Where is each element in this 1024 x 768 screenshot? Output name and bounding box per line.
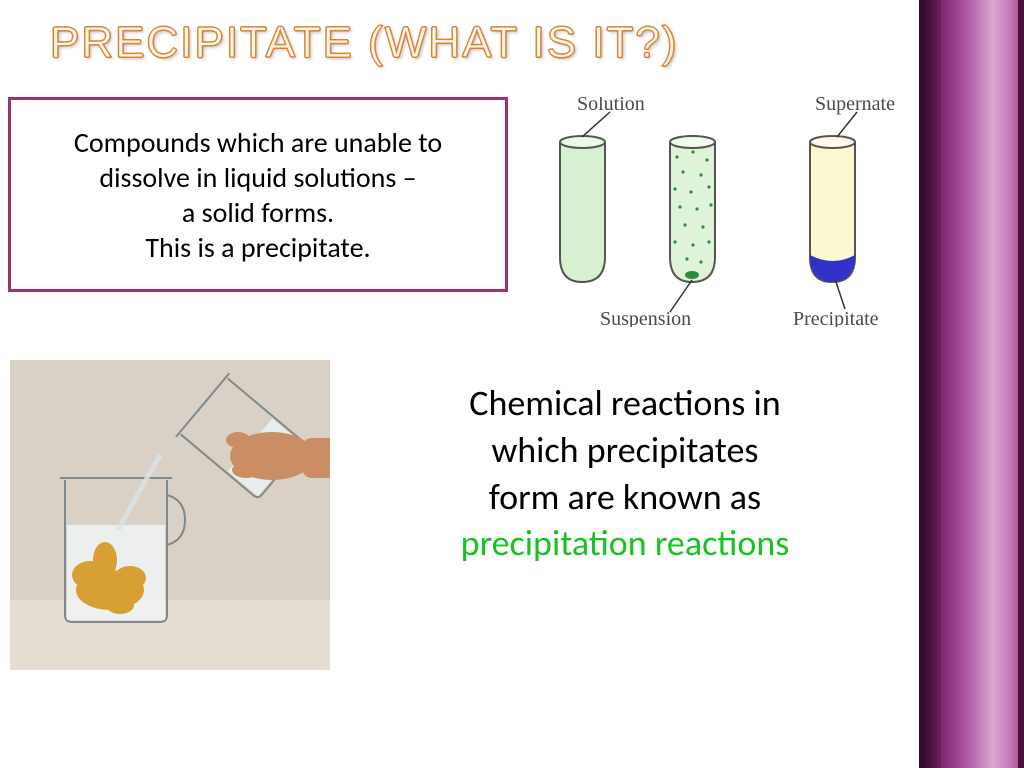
label-suspension: Suspension	[600, 308, 691, 327]
body-highlight: precipitation reactions	[345, 520, 905, 567]
precipitation-photo	[10, 360, 330, 670]
body-line: which precipitates	[345, 427, 905, 474]
side-accent-bar	[919, 0, 1024, 768]
page-title: PRECIPITATE (WHAT IS IT?)	[50, 18, 679, 68]
body-paragraph: Chemical reactions in which precipitates…	[345, 380, 905, 567]
body-line: Chemical reactions in	[345, 380, 905, 427]
definition-line: a solid forms.	[182, 195, 334, 230]
label-precipitate: Precipitate	[793, 308, 879, 327]
definition-line: Compounds which are unable to	[74, 125, 442, 160]
body-line: form are known as	[345, 474, 905, 521]
page-title-text: PRECIPITATE (WHAT IS IT?)	[50, 18, 679, 67]
label-solution: Solution	[577, 97, 645, 115]
test-tubes-diagram: Solution Suspension Supernate	[515, 97, 915, 327]
definition-line: dissolve in liquid solutions –	[99, 160, 416, 195]
definition-box: Compounds which are unable to dissolve i…	[8, 97, 508, 292]
label-supernate: Supernate	[815, 97, 895, 115]
definition-line: This is a precipitate.	[145, 230, 370, 265]
